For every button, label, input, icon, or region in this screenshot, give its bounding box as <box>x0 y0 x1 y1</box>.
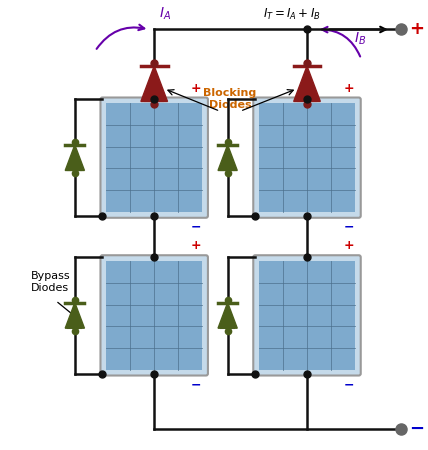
Text: +: + <box>344 239 354 252</box>
FancyBboxPatch shape <box>253 98 361 218</box>
Polygon shape <box>294 66 320 101</box>
Polygon shape <box>218 302 237 328</box>
Text: Bypass: Bypass <box>31 271 71 281</box>
Text: +: + <box>410 21 425 39</box>
Text: +: + <box>344 81 354 94</box>
Bar <box>259 261 355 369</box>
FancyBboxPatch shape <box>101 98 208 218</box>
Text: −: − <box>410 420 425 438</box>
Polygon shape <box>141 66 167 101</box>
Text: +: + <box>191 239 202 252</box>
Bar <box>107 261 202 369</box>
Text: Blocking: Blocking <box>203 89 257 99</box>
Text: −: − <box>191 221 201 234</box>
Bar <box>107 104 202 212</box>
Polygon shape <box>65 302 84 328</box>
Text: Diodes: Diodes <box>209 100 251 110</box>
Text: $I_B$: $I_B$ <box>354 31 366 47</box>
Text: −: − <box>344 221 354 234</box>
Bar <box>259 104 355 212</box>
Text: $I_T = I_A + I_B$: $I_T = I_A + I_B$ <box>263 6 321 22</box>
Polygon shape <box>218 145 237 171</box>
Polygon shape <box>65 145 84 171</box>
FancyBboxPatch shape <box>101 255 208 375</box>
Text: Diodes: Diodes <box>31 283 69 293</box>
Text: $I_A$: $I_A$ <box>159 5 171 22</box>
Text: −: − <box>191 378 201 392</box>
FancyBboxPatch shape <box>253 255 361 375</box>
Text: −: − <box>344 378 354 392</box>
Text: +: + <box>191 81 202 94</box>
